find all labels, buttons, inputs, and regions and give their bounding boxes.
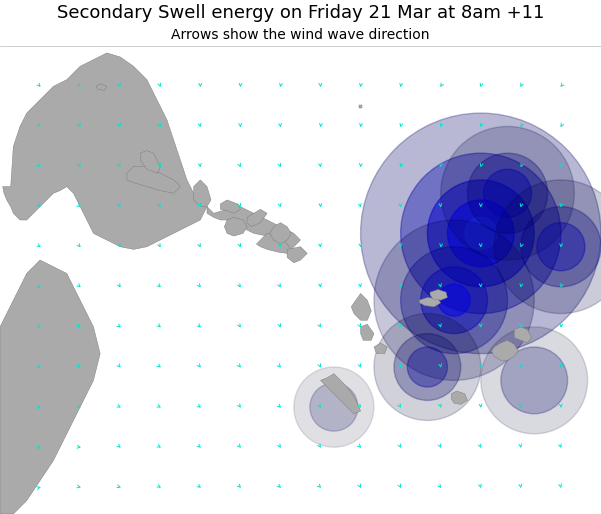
Polygon shape	[514, 327, 531, 343]
Circle shape	[310, 383, 358, 431]
Circle shape	[374, 220, 534, 380]
Text: Arrows show the wind wave direction: Arrows show the wind wave direction	[171, 28, 430, 42]
Polygon shape	[257, 233, 291, 253]
Circle shape	[537, 223, 585, 271]
Circle shape	[468, 153, 548, 233]
Polygon shape	[419, 298, 441, 307]
Circle shape	[465, 217, 497, 249]
Circle shape	[521, 207, 601, 287]
Circle shape	[374, 314, 481, 420]
Polygon shape	[287, 247, 307, 263]
Polygon shape	[207, 207, 300, 253]
Circle shape	[294, 367, 374, 447]
Circle shape	[421, 267, 487, 334]
Circle shape	[361, 113, 601, 354]
Polygon shape	[221, 200, 240, 213]
Circle shape	[401, 247, 507, 354]
Polygon shape	[127, 167, 180, 193]
Circle shape	[438, 284, 470, 316]
Polygon shape	[351, 293, 371, 320]
Polygon shape	[374, 343, 387, 354]
Circle shape	[401, 153, 561, 314]
Polygon shape	[194, 180, 211, 207]
Polygon shape	[361, 324, 374, 340]
Circle shape	[481, 327, 588, 434]
Circle shape	[427, 180, 534, 287]
Circle shape	[494, 180, 601, 314]
Circle shape	[447, 200, 514, 267]
Polygon shape	[224, 217, 247, 236]
Polygon shape	[140, 151, 160, 173]
Polygon shape	[430, 289, 447, 300]
Circle shape	[407, 347, 447, 387]
Polygon shape	[96, 84, 107, 90]
Polygon shape	[359, 105, 362, 108]
Circle shape	[501, 347, 567, 414]
Polygon shape	[0, 260, 100, 514]
Polygon shape	[320, 374, 361, 414]
Polygon shape	[270, 223, 291, 244]
Circle shape	[483, 169, 531, 217]
Polygon shape	[492, 340, 518, 360]
Circle shape	[394, 334, 461, 400]
Text: Secondary Swell energy on Friday 21 Mar at 8am +11: Secondary Swell energy on Friday 21 Mar …	[57, 4, 544, 22]
Polygon shape	[451, 391, 468, 405]
Polygon shape	[2, 53, 207, 249]
Circle shape	[441, 126, 575, 260]
Polygon shape	[247, 209, 267, 227]
